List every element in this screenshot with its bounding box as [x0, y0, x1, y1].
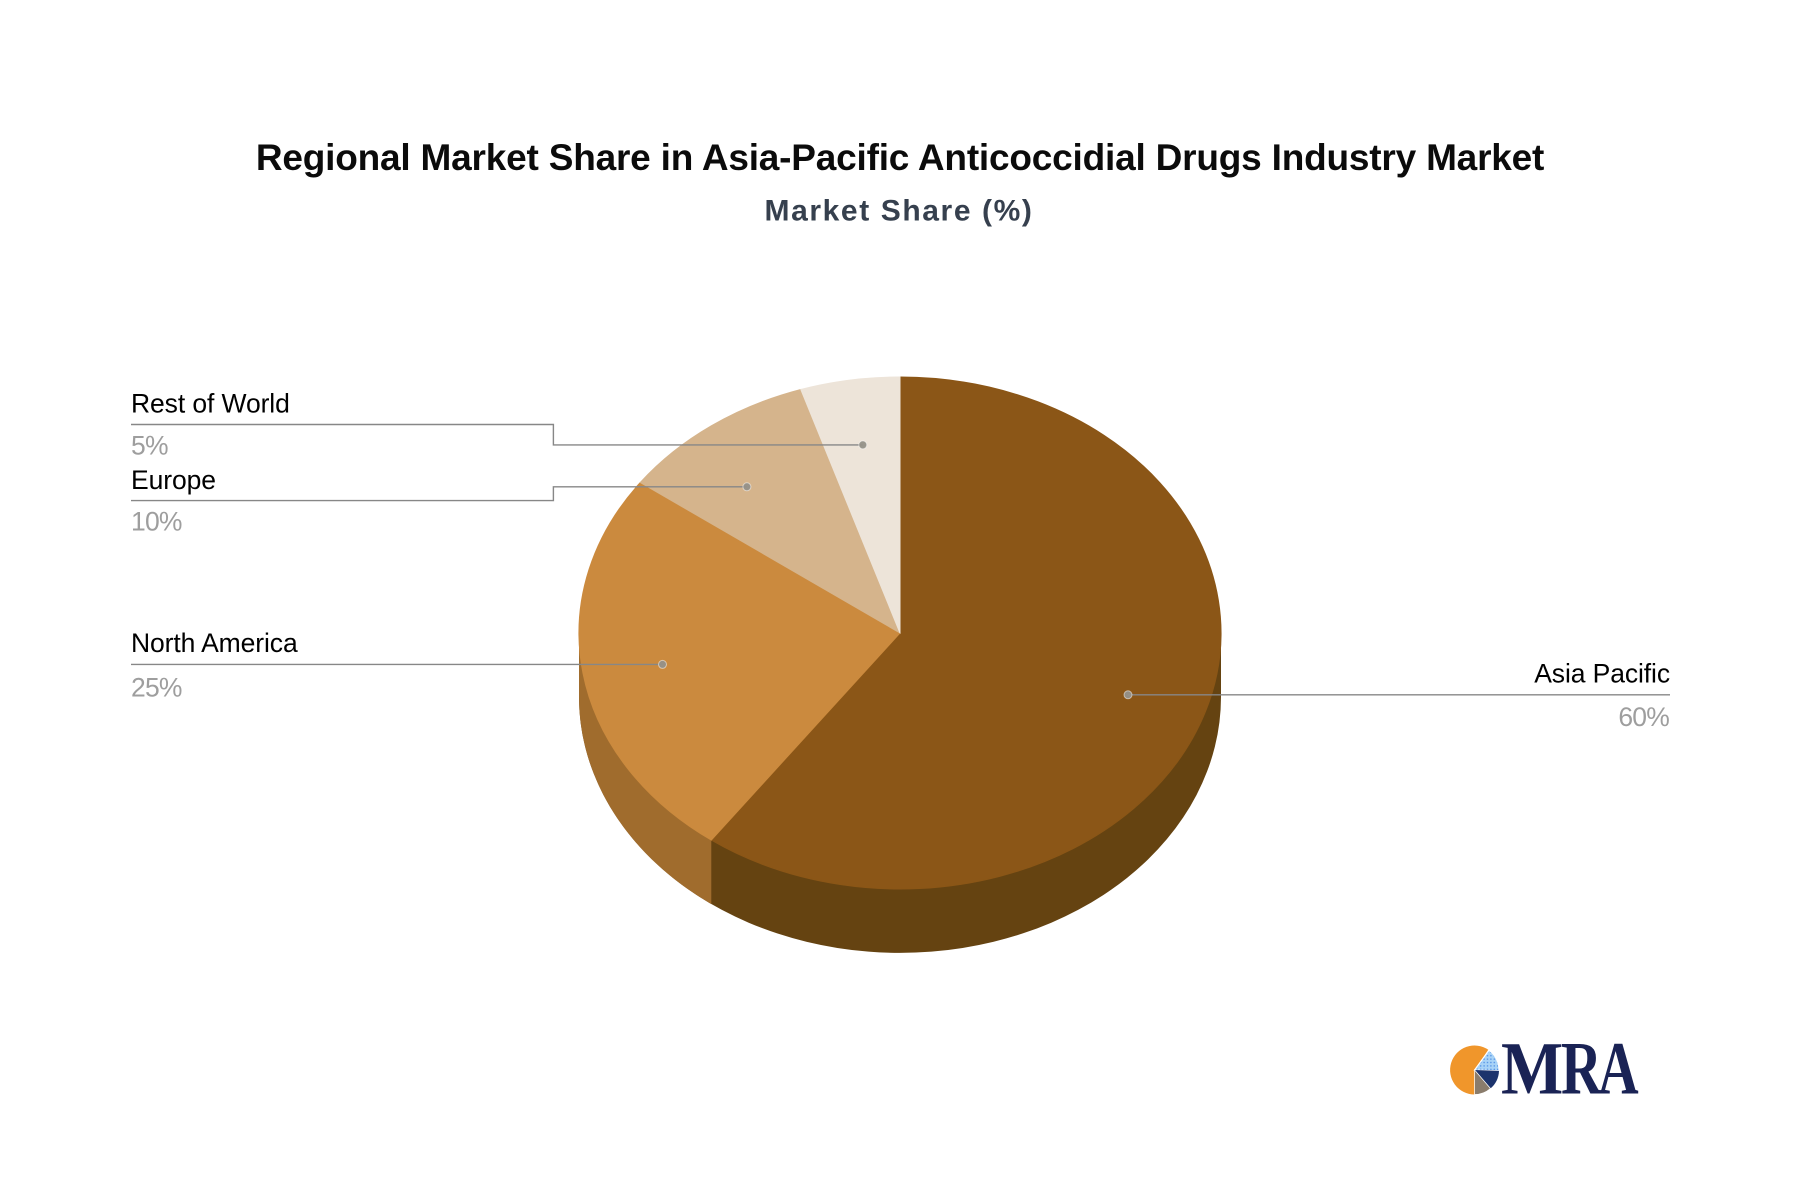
- svg-text:5%: 5%: [131, 431, 168, 461]
- svg-text:Market Share (%): Market Share (%): [764, 194, 1033, 227]
- svg-text:North America: North America: [131, 628, 298, 658]
- svg-text:Asia Pacific: Asia Pacific: [1534, 658, 1670, 688]
- svg-text:M: M: [1501, 1028, 1563, 1111]
- svg-text:Rest of World: Rest of World: [131, 389, 290, 419]
- svg-text:A: A: [1598, 1028, 1639, 1111]
- svg-text:Europe: Europe: [131, 465, 216, 495]
- svg-text:60%: 60%: [1618, 702, 1669, 732]
- svg-text:10%: 10%: [131, 507, 182, 537]
- svg-text:Regional Market Share in Asia-: Regional Market Share in Asia-Pacific An…: [256, 137, 1544, 178]
- svg-text:25%: 25%: [131, 673, 182, 703]
- svg-text:R: R: [1561, 1028, 1603, 1110]
